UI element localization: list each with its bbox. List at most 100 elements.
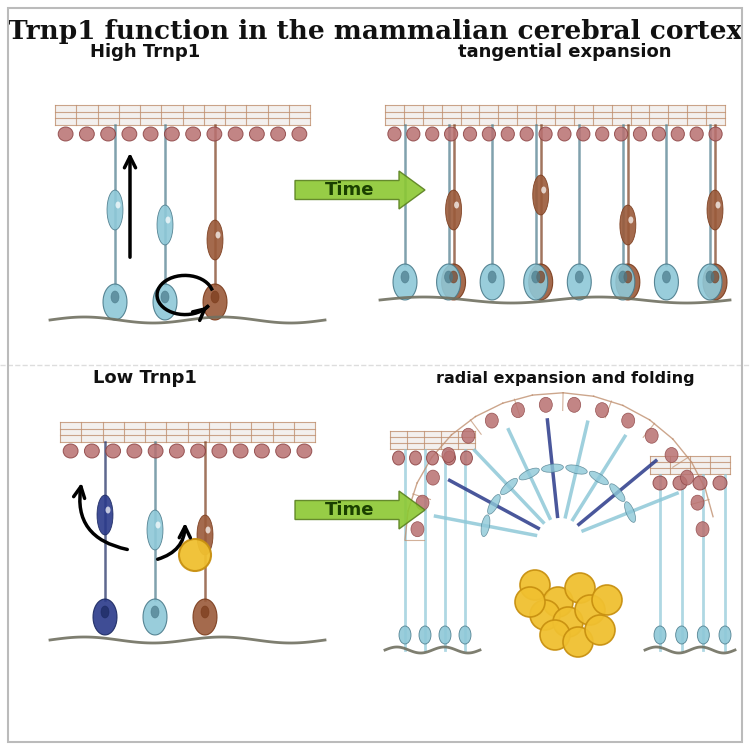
FancyBboxPatch shape xyxy=(390,431,475,449)
Ellipse shape xyxy=(155,521,160,529)
Ellipse shape xyxy=(271,127,286,141)
Ellipse shape xyxy=(443,451,455,465)
Ellipse shape xyxy=(622,413,634,428)
Circle shape xyxy=(520,570,550,600)
Polygon shape xyxy=(698,264,722,300)
Circle shape xyxy=(563,627,593,657)
Circle shape xyxy=(553,607,583,637)
Ellipse shape xyxy=(488,494,500,514)
Circle shape xyxy=(585,615,615,645)
Ellipse shape xyxy=(568,398,580,412)
Ellipse shape xyxy=(460,451,472,465)
Ellipse shape xyxy=(106,506,110,514)
Ellipse shape xyxy=(711,271,719,283)
Polygon shape xyxy=(480,264,504,300)
Text: Low Trnp1: Low Trnp1 xyxy=(93,369,197,387)
Ellipse shape xyxy=(619,271,627,283)
Ellipse shape xyxy=(416,495,429,510)
Ellipse shape xyxy=(488,271,496,283)
Ellipse shape xyxy=(201,606,209,618)
Ellipse shape xyxy=(696,522,709,537)
Ellipse shape xyxy=(445,271,452,283)
Polygon shape xyxy=(436,264,460,300)
Ellipse shape xyxy=(709,127,722,141)
Ellipse shape xyxy=(614,127,628,141)
Polygon shape xyxy=(107,190,123,230)
Circle shape xyxy=(575,595,605,625)
Ellipse shape xyxy=(190,444,206,458)
Ellipse shape xyxy=(596,403,608,418)
Ellipse shape xyxy=(127,444,142,458)
Ellipse shape xyxy=(161,291,169,303)
Polygon shape xyxy=(103,284,127,320)
Ellipse shape xyxy=(625,502,635,522)
Polygon shape xyxy=(295,491,425,529)
Ellipse shape xyxy=(63,444,78,458)
Ellipse shape xyxy=(122,127,136,141)
Circle shape xyxy=(565,573,595,603)
Ellipse shape xyxy=(676,626,688,644)
Polygon shape xyxy=(203,284,227,320)
Ellipse shape xyxy=(482,127,496,141)
Text: High Trnp1: High Trnp1 xyxy=(90,43,200,61)
Ellipse shape xyxy=(211,291,219,303)
Ellipse shape xyxy=(392,451,404,465)
Ellipse shape xyxy=(292,127,307,141)
Text: Trnp1 function in the mammalian cerebral cortex: Trnp1 function in the mammalian cerebral… xyxy=(8,20,742,44)
Ellipse shape xyxy=(215,232,220,238)
Ellipse shape xyxy=(532,271,540,283)
Polygon shape xyxy=(616,264,640,300)
Ellipse shape xyxy=(645,428,658,443)
Ellipse shape xyxy=(85,444,99,458)
Ellipse shape xyxy=(566,465,587,474)
Ellipse shape xyxy=(512,403,524,418)
Ellipse shape xyxy=(100,127,116,141)
Ellipse shape xyxy=(454,202,459,208)
Ellipse shape xyxy=(116,202,121,208)
Circle shape xyxy=(515,587,545,617)
Ellipse shape xyxy=(519,468,539,480)
Polygon shape xyxy=(446,190,461,230)
FancyBboxPatch shape xyxy=(55,105,310,125)
Polygon shape xyxy=(610,264,634,300)
Polygon shape xyxy=(393,264,417,300)
Ellipse shape xyxy=(680,470,694,485)
Ellipse shape xyxy=(624,271,632,283)
Ellipse shape xyxy=(698,626,709,644)
Ellipse shape xyxy=(399,626,411,644)
Polygon shape xyxy=(442,264,466,300)
Circle shape xyxy=(179,539,211,571)
Circle shape xyxy=(543,587,573,617)
Ellipse shape xyxy=(80,127,94,141)
Ellipse shape xyxy=(419,626,431,644)
Ellipse shape xyxy=(673,476,687,490)
Circle shape xyxy=(530,600,560,630)
Ellipse shape xyxy=(539,398,552,412)
Ellipse shape xyxy=(485,413,498,428)
Ellipse shape xyxy=(500,478,517,494)
Ellipse shape xyxy=(439,626,451,644)
Ellipse shape xyxy=(542,187,546,194)
Ellipse shape xyxy=(164,127,179,141)
Ellipse shape xyxy=(558,127,571,141)
Ellipse shape xyxy=(212,444,226,458)
Circle shape xyxy=(592,585,622,615)
Ellipse shape xyxy=(228,127,243,141)
Ellipse shape xyxy=(539,127,552,141)
Polygon shape xyxy=(97,495,113,535)
Polygon shape xyxy=(207,220,223,260)
Polygon shape xyxy=(197,515,213,555)
Text: Time: Time xyxy=(326,501,375,519)
Ellipse shape xyxy=(207,127,222,141)
Ellipse shape xyxy=(654,626,666,644)
Ellipse shape xyxy=(166,217,170,223)
Ellipse shape xyxy=(693,476,707,490)
Polygon shape xyxy=(153,284,177,320)
Ellipse shape xyxy=(442,448,455,463)
Ellipse shape xyxy=(634,127,646,141)
Polygon shape xyxy=(93,599,117,635)
Ellipse shape xyxy=(590,471,608,484)
Ellipse shape xyxy=(111,291,119,303)
Ellipse shape xyxy=(427,451,439,465)
FancyBboxPatch shape xyxy=(60,422,315,442)
